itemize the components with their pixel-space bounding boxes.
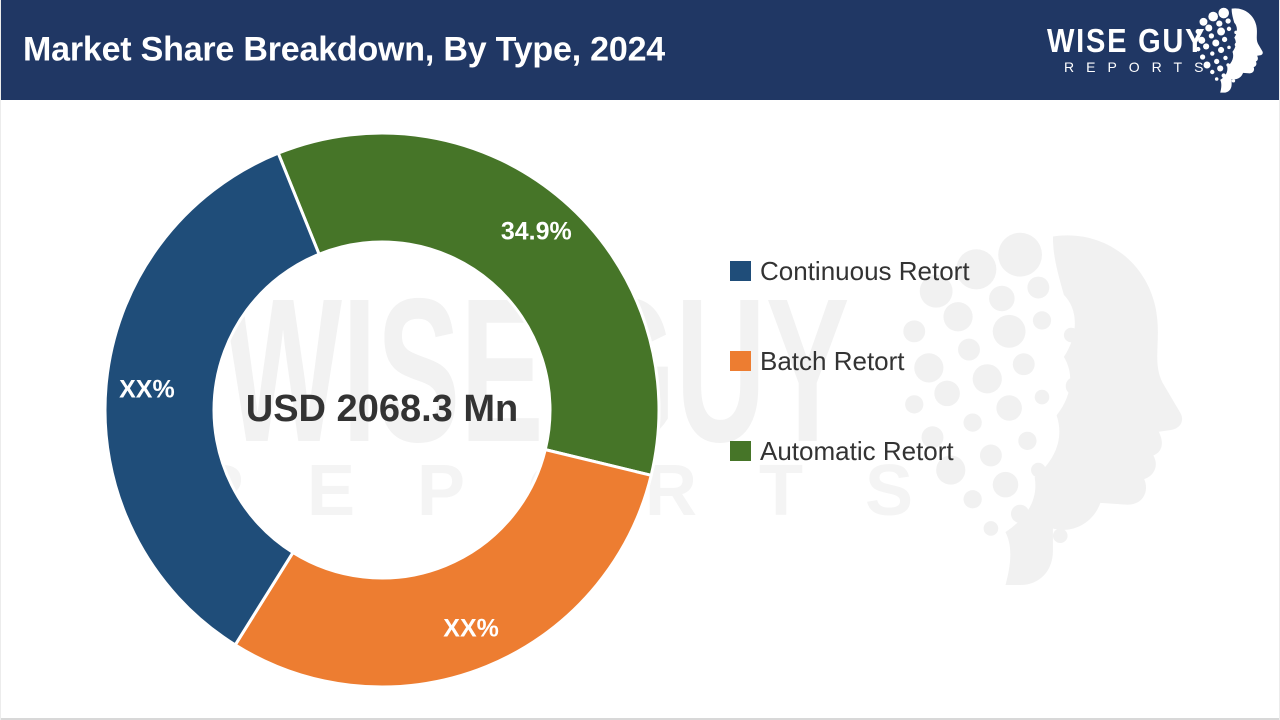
- face-brain-dot: [1012, 353, 1035, 376]
- donut-chart: 34.9% XX% XX% USD 2068.3 Mn: [103, 131, 661, 689]
- legend-swatch: [730, 441, 751, 461]
- face-brain-dot: [1034, 389, 1050, 405]
- face-brain-dot: [1221, 36, 1228, 43]
- face-brain-dot: [1203, 43, 1210, 50]
- face-brain-dot: [1198, 36, 1206, 44]
- face-brain-dot: [1199, 17, 1208, 26]
- face-brain-dot: [1060, 437, 1075, 452]
- face-brain-dot: [1218, 46, 1225, 54]
- donut-slice: [103, 151, 321, 647]
- face-brain-dot: [983, 521, 999, 536]
- chart-legend: Continuous Retort Batch Retort Automatic R…: [730, 246, 970, 516]
- face-brain-dot: [1208, 11, 1218, 22]
- legend-item: Automatic Retort: [730, 426, 970, 476]
- logo-reports-text: REPORTS: [1064, 59, 1216, 75]
- face-brain-dot: [1218, 7, 1229, 19]
- face-brain-dot: [1205, 24, 1213, 32]
- legend-item: Batch Retort: [730, 336, 970, 386]
- face-brain-dot: [1229, 70, 1233, 74]
- header-bar: Market Share Breakdown, By Type, 2024 WI…: [1, 0, 1279, 100]
- face-brain-dot: [1208, 33, 1215, 39]
- face-brain-dot: [972, 364, 1002, 394]
- face-brain-dot: [1217, 65, 1224, 72]
- legend-label: Continuous Retort: [760, 255, 970, 286]
- face-brain-dot: [1214, 58, 1220, 65]
- face-brain-dot: [1210, 69, 1215, 75]
- face-brain-dot: [979, 444, 1002, 467]
- face-brain-dot: [1217, 27, 1226, 36]
- face-brain-dot: [996, 395, 1022, 421]
- face-brain-dot: [1052, 528, 1068, 544]
- face-brain-dot: [1010, 504, 1030, 523]
- face-brain-dot: [1210, 51, 1215, 56]
- donut-slice: [276, 131, 661, 477]
- legend-swatch: [730, 261, 751, 281]
- face-brain-dot: [1212, 39, 1220, 47]
- face-brain-dot: [1032, 311, 1052, 330]
- face-brain-dot: [1223, 55, 1228, 61]
- face-brain-dot: [1234, 30, 1238, 35]
- footer-divider: [1, 718, 1279, 720]
- face-brain-dot: [992, 471, 1019, 498]
- page-title: Market Share Breakdown, By Type, 2024: [23, 30, 666, 69]
- slice-value-label: 34.9%: [501, 217, 572, 245]
- face-brain-dot: [1221, 73, 1226, 78]
- face-brain-dot: [1018, 431, 1037, 450]
- face-brain-dot: [989, 285, 1015, 312]
- face-brain-dot: [1199, 54, 1206, 60]
- face-brain-dot: [1027, 276, 1050, 299]
- legend-item: Continuous Retort: [730, 246, 970, 296]
- legend-swatch: [730, 351, 751, 371]
- face-brain-dot: [1233, 57, 1237, 61]
- chart-center-value: USD 2068.3 Mn: [246, 388, 518, 430]
- logo-brand-text: WISE GUY: [1047, 22, 1207, 59]
- face-brain-dot: [1042, 491, 1057, 507]
- donut-slice-labels: 34.9% XX% XX%: [119, 217, 572, 642]
- face-brain-dot: [1031, 462, 1046, 478]
- donut-slice: [233, 448, 653, 689]
- face-brain-dot: [1231, 79, 1236, 83]
- face-brain-dot: [1065, 376, 1084, 396]
- slice-value-label: XX%: [443, 615, 499, 643]
- face-brain-dot: [1234, 42, 1240, 47]
- legend-label: Batch Retort: [760, 345, 905, 376]
- face-brain-dot: [1203, 61, 1211, 69]
- face-brain-dot: [1226, 63, 1230, 67]
- legend-label: Automatic Retort: [760, 435, 954, 466]
- face-brain-dot: [1227, 45, 1231, 50]
- face-brain-dot: [1225, 18, 1231, 24]
- face-brain-dot: [998, 232, 1042, 277]
- donut-slices: [103, 131, 661, 689]
- logo-face-icon: [1195, 7, 1263, 93]
- face-brain-dot: [1195, 28, 1201, 35]
- face-brain-dot: [992, 314, 1026, 348]
- face-brain-dot: [1063, 327, 1079, 343]
- face-brain-dot: [1224, 84, 1229, 90]
- face-brain-dot: [1196, 46, 1201, 52]
- face-brain-dot: [1216, 20, 1223, 27]
- face-brain-dot: [1214, 77, 1219, 81]
- face-brain-dot: [1226, 26, 1232, 32]
- face-profile-shape: [1005, 235, 1183, 586]
- face-brain-dot: [1021, 552, 1041, 571]
- slice-value-label: XX%: [119, 375, 175, 403]
